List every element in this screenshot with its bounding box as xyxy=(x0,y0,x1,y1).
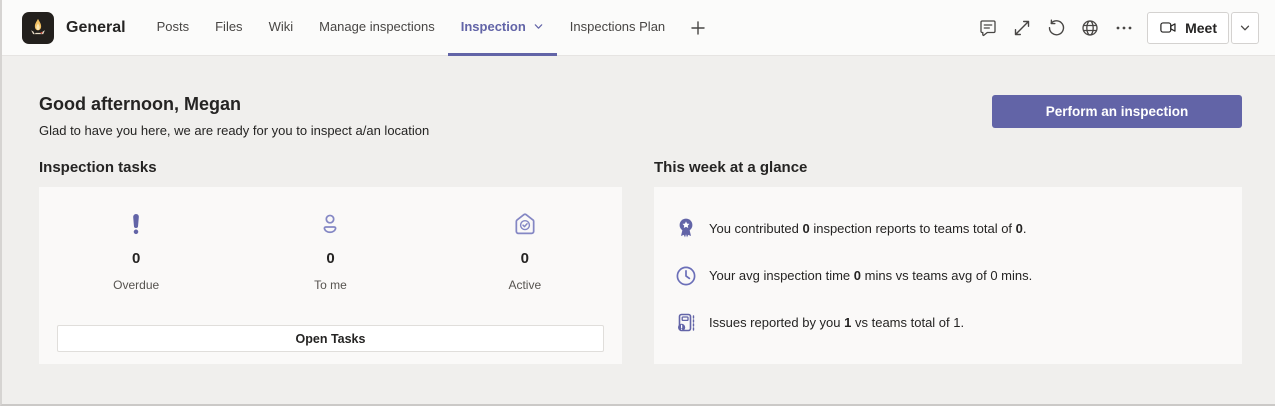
meet-options-button[interactable] xyxy=(1231,11,1259,44)
glance-text: Your avg inspection time 0 mins vs teams… xyxy=(709,268,1033,283)
greeting-subtitle: Glad to have you here, we are ready for … xyxy=(39,123,430,138)
expand-icon[interactable] xyxy=(1007,13,1037,43)
clock-icon xyxy=(674,264,698,288)
stat-value: 0 xyxy=(131,250,141,267)
channel-tabs: Posts Files Wiki Manage inspections Inspecti… xyxy=(144,0,679,56)
stat-label: To me xyxy=(314,278,347,292)
tab-wiki[interactable]: Wiki xyxy=(256,0,307,56)
inspection-tasks-title: Inspection tasks xyxy=(39,159,157,176)
meet-split-button: Meet xyxy=(1147,0,1259,55)
refresh-icon[interactable] xyxy=(1041,13,1071,43)
team-avatar[interactable] xyxy=(22,11,54,44)
meet-button-label: Meet xyxy=(1185,19,1217,36)
add-tab-button[interactable] xyxy=(678,0,718,55)
stat-value: 0 xyxy=(326,250,335,267)
greeting-title: Good afternoon, Megan xyxy=(39,94,241,114)
tab-label: Inspection xyxy=(460,19,526,34)
inspection-tasks-section: Inspection tasks 0 Overdue 0 To me 0 Active O… xyxy=(39,159,622,364)
tab-label: Wiki xyxy=(268,19,294,34)
tab-label: Inspections Plan xyxy=(569,19,666,34)
inspection-tasks-card: 0 Overdue 0 To me 0 Active Open Tasks xyxy=(39,187,622,364)
tab-manage-inspections[interactable]: Manage inspections xyxy=(306,0,448,56)
tab-label: Posts xyxy=(156,19,190,34)
award-icon xyxy=(674,216,698,240)
glance-text: Issues reported by you 1 vs teams total … xyxy=(709,315,965,331)
channel-header: General Posts Files Wiki Manage inspections… xyxy=(2,0,1275,56)
tab-label: Manage inspections xyxy=(319,19,435,34)
open-tasks-button[interactable]: Open Tasks xyxy=(57,325,604,352)
glance-text: You contributed 0 inspection reports to … xyxy=(709,220,1027,236)
globe-icon[interactable] xyxy=(1075,13,1105,43)
stat-value: 0 xyxy=(520,250,529,267)
header-actions xyxy=(973,0,1139,55)
chevron-down-icon xyxy=(533,21,544,32)
tab-inspection[interactable]: Inspection xyxy=(447,0,557,56)
tab-label: Files xyxy=(215,19,243,34)
glance-item: Issues reported by you 1 vs teams total … xyxy=(674,311,1222,335)
perform-inspection-button[interactable]: Perform an inspection xyxy=(992,95,1242,128)
plus-icon xyxy=(691,20,705,35)
issues-icon xyxy=(674,311,698,335)
badge-check-icon xyxy=(512,205,538,237)
video-camera-icon xyxy=(1160,22,1176,33)
greeting-block: Good afternoon, Megan Glad to have you h… xyxy=(39,92,429,138)
stat-to-me: 0 To me xyxy=(233,205,427,325)
glance-item: Your avg inspection time 0 mins vs teams… xyxy=(674,264,1222,288)
chat-icon[interactable] xyxy=(973,13,1003,43)
stat-label: Overdue xyxy=(113,278,160,292)
glance-item: You contributed 0 inspection reports to … xyxy=(674,216,1222,240)
channel-title: General xyxy=(66,18,126,36)
flame-logo-icon xyxy=(31,18,45,34)
stat-label: Active xyxy=(508,278,542,292)
meet-button[interactable]: Meet xyxy=(1147,11,1229,44)
tab-posts[interactable]: Posts xyxy=(144,0,203,56)
dashboard-cards: Inspection tasks 0 Overdue 0 To me 0 Active O… xyxy=(39,159,1242,364)
weekly-glance-section: This week at a glance You contributed 0 … xyxy=(654,159,1242,364)
weekly-glance-title: This week at a glance xyxy=(654,159,808,176)
chevron-down-icon xyxy=(1240,25,1250,30)
person-icon xyxy=(317,205,343,237)
ellipsis-icon[interactable] xyxy=(1109,13,1139,43)
greeting-section: Good afternoon, Megan Glad to have you h… xyxy=(39,92,1242,138)
tab-content: Good afternoon, Megan Glad to have you h… xyxy=(2,56,1275,364)
stat-overdue: 0 Overdue xyxy=(39,205,233,325)
exclamation-icon xyxy=(123,205,149,237)
tab-inspections-plan[interactable]: Inspections Plan xyxy=(557,0,678,56)
stat-active: 0 Active xyxy=(428,205,622,325)
task-stats: 0 Overdue 0 To me 0 Active xyxy=(39,187,622,325)
tab-files[interactable]: Files xyxy=(202,0,255,56)
weekly-glance-card: You contributed 0 inspection reports to … xyxy=(654,187,1242,364)
